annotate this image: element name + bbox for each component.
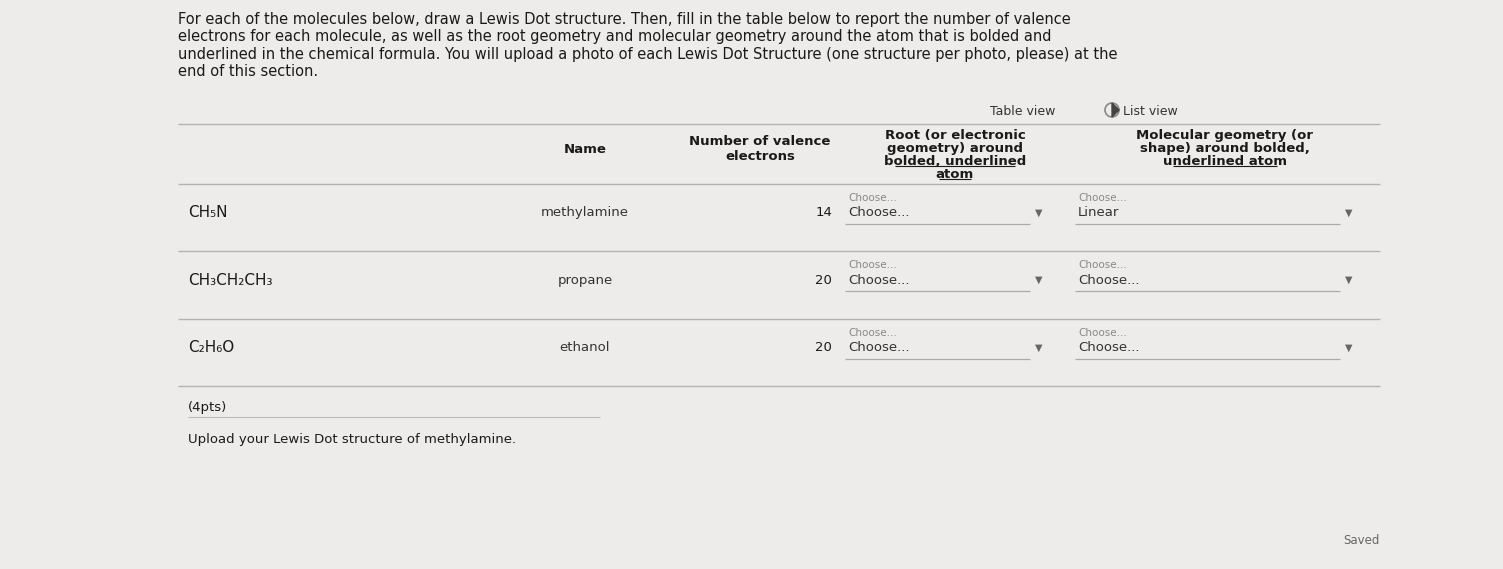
Text: Choose...: Choose...	[1078, 328, 1127, 337]
Text: Choose...: Choose...	[1078, 260, 1127, 270]
Text: List view: List view	[1123, 105, 1178, 118]
Text: Saved: Saved	[1344, 534, 1380, 547]
Text: bolded, underlined: bolded, underlined	[884, 155, 1027, 168]
Text: Choose...: Choose...	[1078, 274, 1139, 287]
Text: Table view: Table view	[990, 105, 1055, 118]
Text: 20: 20	[815, 274, 833, 287]
Text: 14: 14	[815, 206, 833, 219]
Text: Choose...: Choose...	[848, 206, 909, 219]
Polygon shape	[1112, 103, 1120, 117]
Text: underlined atom: underlined atom	[1163, 155, 1287, 168]
Text: Number of valence
electrons: Number of valence electrons	[690, 135, 831, 163]
Text: Choose...: Choose...	[848, 260, 897, 270]
Text: Choose...: Choose...	[1078, 341, 1139, 354]
Text: Choose...: Choose...	[848, 192, 897, 203]
Text: ▼: ▼	[1036, 275, 1043, 285]
Text: geometry) around: geometry) around	[887, 142, 1024, 155]
Text: shape) around bolded,: shape) around bolded,	[1141, 142, 1311, 155]
Text: methylamine: methylamine	[541, 206, 628, 219]
Text: (4pts): (4pts)	[188, 401, 227, 414]
Text: Choose...: Choose...	[1078, 192, 1127, 203]
Text: Root (or electronic: Root (or electronic	[885, 129, 1025, 142]
Text: Upload your Lewis Dot structure of methylamine.: Upload your Lewis Dot structure of methy…	[188, 432, 516, 446]
Text: ▼: ▼	[1345, 275, 1353, 285]
Text: Choose...: Choose...	[848, 341, 909, 354]
Text: Choose...: Choose...	[848, 328, 897, 337]
Text: Choose...: Choose...	[848, 274, 909, 287]
Text: Molecular geometry (or: Molecular geometry (or	[1136, 129, 1314, 142]
Text: atom: atom	[936, 168, 974, 181]
Text: ethanol: ethanol	[559, 341, 610, 354]
Text: CH₃CH₂CH₃: CH₃CH₂CH₃	[188, 273, 272, 287]
Text: ▼: ▼	[1036, 343, 1043, 353]
Text: ▼: ▼	[1345, 208, 1353, 217]
Text: CH₅N: CH₅N	[188, 205, 227, 220]
Text: ▼: ▼	[1345, 343, 1353, 353]
Text: Linear: Linear	[1078, 206, 1120, 219]
Text: 20: 20	[815, 341, 833, 354]
Text: Name: Name	[564, 142, 606, 155]
Text: For each of the molecules below, draw a Lewis Dot structure. Then, fill in the t: For each of the molecules below, draw a …	[177, 12, 1118, 79]
Text: ▼: ▼	[1036, 208, 1043, 217]
Text: propane: propane	[558, 274, 613, 287]
Text: C₂H₆O: C₂H₆O	[188, 340, 234, 355]
